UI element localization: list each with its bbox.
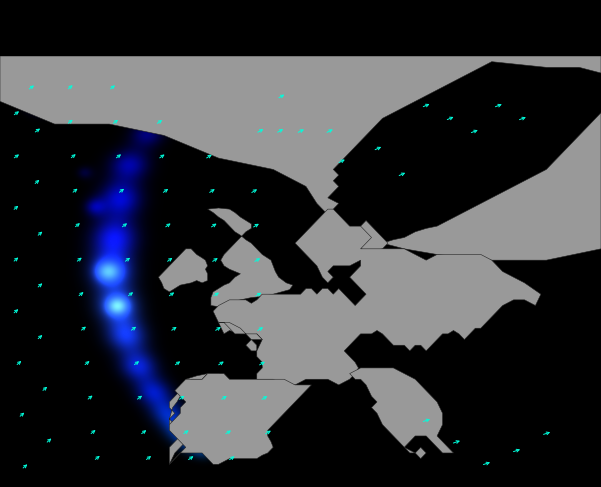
Polygon shape: [169, 209, 541, 464]
Text: Secondary Swell energy on Saturday 22 Mar at 3am GMT: Secondary Swell energy on Saturday 22 Ma…: [32, 8, 569, 27]
Polygon shape: [159, 249, 207, 292]
Polygon shape: [169, 374, 311, 464]
Polygon shape: [207, 208, 293, 307]
Text: Arrows show the wind wave direction: Arrows show the wind wave direction: [184, 37, 417, 50]
Polygon shape: [0, 56, 601, 215]
Polygon shape: [355, 221, 388, 251]
Polygon shape: [350, 368, 454, 459]
Polygon shape: [382, 112, 601, 260]
Polygon shape: [219, 322, 262, 339]
